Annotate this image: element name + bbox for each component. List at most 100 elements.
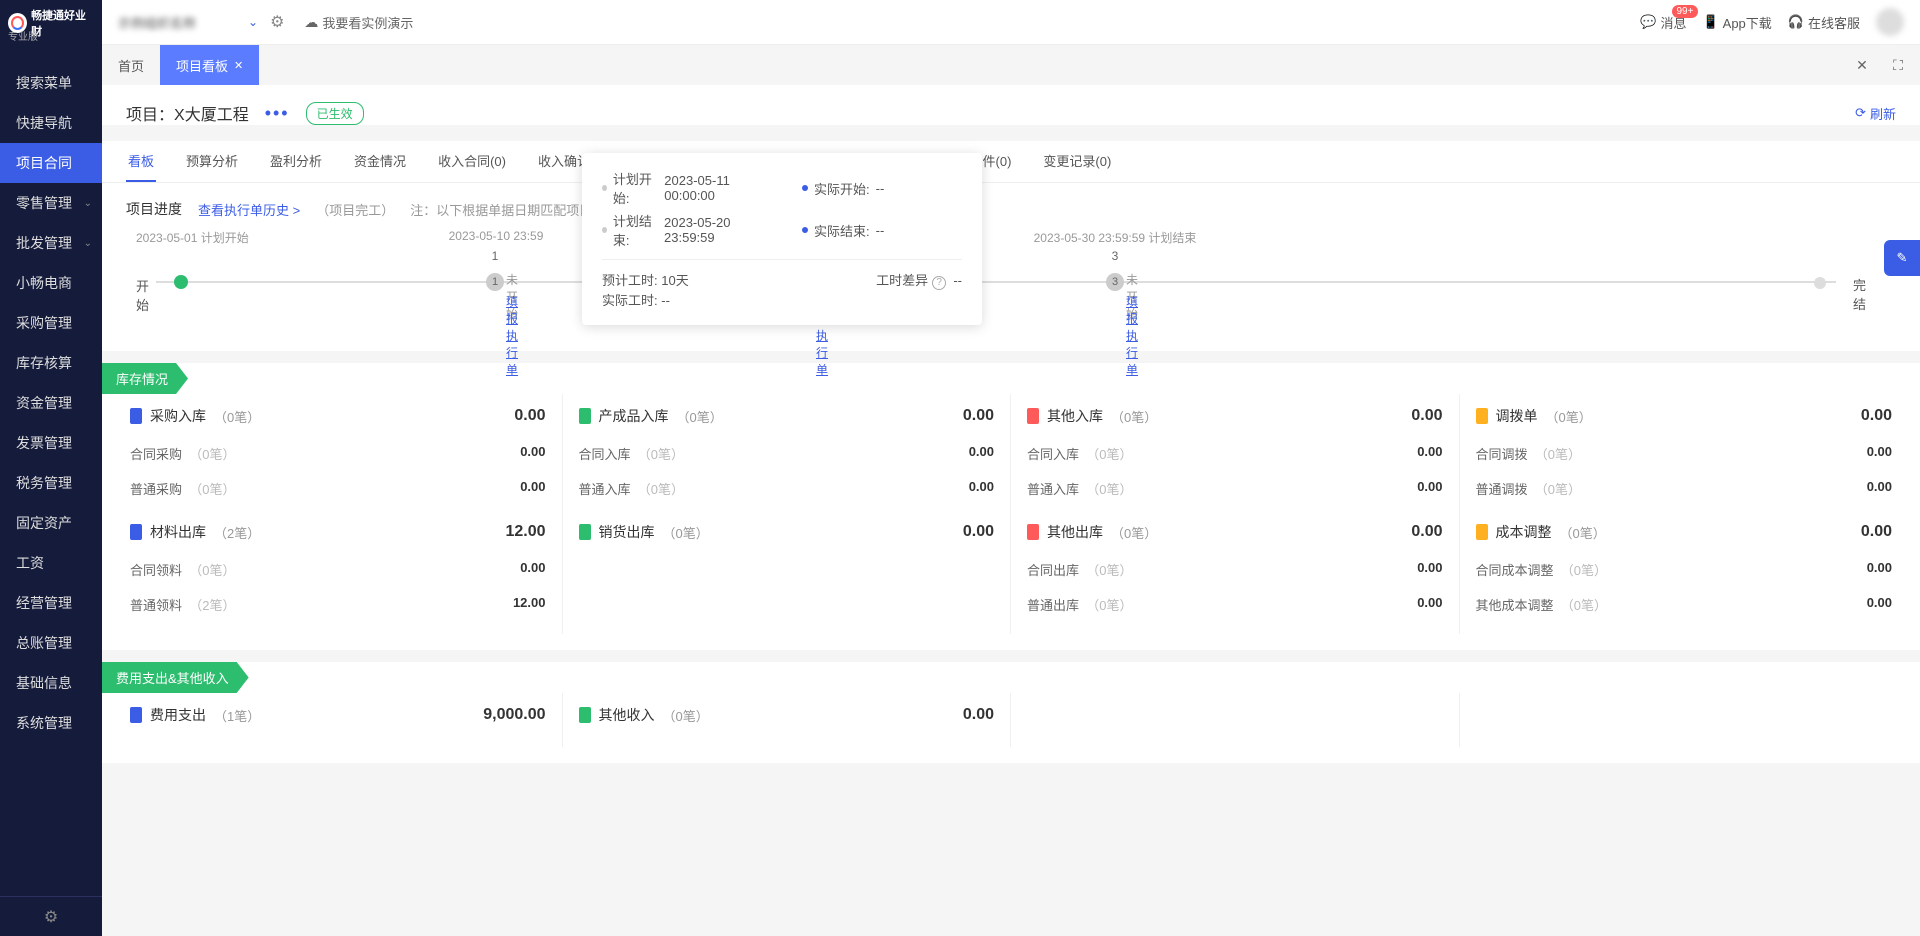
expense-head[interactable]: 费用支出（1笔）9,000.00 bbox=[130, 705, 546, 725]
sidebar-item-3[interactable]: 零售管理⌄ bbox=[0, 183, 102, 223]
doc-icon bbox=[130, 408, 142, 424]
fill-order-link-3[interactable]: 填报执行单 bbox=[1126, 293, 1138, 378]
message-badge: 99+ bbox=[1672, 5, 1699, 18]
inventory-head[interactable]: 材料出库（2笔）12.00 bbox=[130, 522, 546, 542]
sidebar-settings[interactable]: ⚙ bbox=[0, 896, 102, 936]
history-link[interactable]: 查看执行单历史 > bbox=[198, 200, 300, 219]
fullscreen-icon[interactable]: ⛶ bbox=[1884, 51, 1912, 79]
inner-tab-0[interactable]: 看板 bbox=[126, 141, 156, 182]
inventory-subrow[interactable]: 普通入库 （0笔）0.00 bbox=[1027, 471, 1443, 506]
logo-sub: 专业版 bbox=[8, 28, 38, 43]
timeline-node-1: 1 bbox=[486, 273, 504, 291]
support-link[interactable]: 🎧 在线客服 bbox=[1788, 13, 1860, 32]
app-download-link[interactable]: 📱 App下载 bbox=[1702, 13, 1771, 32]
expense-section: 费用支出&其他收入 费用支出（1笔）9,000.00 其他收入（0笔）0.00 bbox=[102, 662, 1920, 763]
sidebar-item-15[interactable]: 基础信息 bbox=[0, 663, 102, 703]
messages-link[interactable]: 💬 消息 99+ bbox=[1640, 13, 1686, 32]
sidebar-item-10[interactable]: 税务管理 bbox=[0, 463, 102, 503]
inventory-head[interactable]: 成本调整（0笔）0.00 bbox=[1476, 522, 1893, 542]
fill-order-link-1[interactable]: 填报执行单 bbox=[506, 293, 518, 378]
sidebar-item-5[interactable]: 小畅电商 bbox=[0, 263, 102, 303]
project-header: 项目：X大厦工程 ••• 已生效 ⟳ 刷新 bbox=[102, 85, 1920, 125]
sidebar-item-11[interactable]: 固定资产 bbox=[0, 503, 102, 543]
inventory-column: 采购入库（0笔）0.00 合同采购 （0笔）0.00普通采购 （0笔）0.00 材料… bbox=[114, 394, 563, 634]
timeline: 2023-05-01 计划开始 开始 2023-05-10 23:59 1 1 … bbox=[126, 239, 1896, 319]
sidebar-item-4[interactable]: 批发管理⌄ bbox=[0, 223, 102, 263]
chevron-down-icon: ⌄ bbox=[84, 238, 92, 249]
inventory-section: 库存情况 采购入库（0笔）0.00 合同采购 （0笔）0.00普通采购 （0笔）0… bbox=[102, 363, 1920, 650]
inventory-head[interactable]: 产成品入库（0笔）0.00 bbox=[579, 406, 995, 426]
inventory-subrow[interactable]: 普通调拨 （0笔）0.00 bbox=[1476, 471, 1893, 506]
progress-tooltip: 计划开始: 2023-05-11 00:00:00 实际开始: -- 计划结束:… bbox=[582, 153, 982, 325]
help-icon[interactable]: ? bbox=[932, 276, 946, 290]
inner-tab-11[interactable]: 变更记录(0) bbox=[1041, 141, 1113, 182]
inner-tab-4[interactable]: 收入合同(0) bbox=[436, 141, 508, 182]
demo-link[interactable]: ☁ 我要看实例演示 bbox=[304, 13, 413, 32]
refresh-icon: ⟳ bbox=[1855, 105, 1866, 121]
inventory-head[interactable]: 其他入库（0笔）0.00 bbox=[1027, 406, 1443, 426]
inventory-subrow[interactable]: 普通出库 （0笔）0.00 bbox=[1027, 587, 1443, 622]
expense-ribbon: 费用支出&其他收入 bbox=[102, 662, 249, 693]
inventory-head[interactable]: 其他出库（0笔）0.00 bbox=[1027, 522, 1443, 542]
inventory-column: 其他入库（0笔）0.00 合同入库 （0笔）0.00普通入库 （0笔）0.00 其他… bbox=[1011, 394, 1460, 634]
feedback-icon: ✎ bbox=[1897, 250, 1908, 266]
inventory-head[interactable]: 调拨单（0笔）0.00 bbox=[1476, 406, 1893, 426]
avatar[interactable] bbox=[1876, 8, 1904, 36]
doc-icon bbox=[579, 524, 591, 540]
sidebar-item-12[interactable]: 工资 bbox=[0, 543, 102, 583]
inventory-column: 产成品入库（0笔）0.00 合同入库 （0笔）0.00普通入库 （0笔）0.00 销… bbox=[563, 394, 1012, 634]
inventory-head[interactable]: 采购入库（0笔）0.00 bbox=[130, 406, 546, 426]
sidebar-item-1[interactable]: 快捷导航 bbox=[0, 103, 102, 143]
tab-home[interactable]: 首页 bbox=[102, 45, 160, 85]
expense-column: 其他收入（0笔）0.00 bbox=[563, 693, 1012, 747]
sidebar-item-8[interactable]: 资金管理 bbox=[0, 383, 102, 423]
inventory-ribbon: 库存情况 bbox=[102, 363, 188, 394]
inventory-subrow[interactable]: 合同入库 （0笔）0.00 bbox=[579, 436, 995, 471]
doc-icon bbox=[1476, 408, 1488, 424]
inner-tab-1[interactable]: 预算分析 bbox=[184, 141, 240, 182]
inventory-subrow[interactable]: 普通采购 （0笔）0.00 bbox=[130, 471, 546, 506]
progress-section: 项目进度 查看执行单历史 > （项目完工） 注：以下根据单据日期匹配项目进度 计… bbox=[102, 183, 1920, 351]
inner-tab-3[interactable]: 资金情况 bbox=[352, 141, 408, 182]
feedback-button[interactable]: ✎ bbox=[1884, 240, 1920, 276]
tab-project-board[interactable]: 项目看板 ✕ bbox=[160, 45, 259, 85]
sidebar-item-6[interactable]: 采购管理 bbox=[0, 303, 102, 343]
doc-icon bbox=[579, 707, 591, 723]
chevron-down-icon[interactable]: ⌄ bbox=[248, 15, 258, 29]
inventory-subrow[interactable]: 普通领料 （2笔）12.00 bbox=[130, 587, 546, 622]
inventory-subrow[interactable]: 合同调拨 （0笔）0.00 bbox=[1476, 436, 1893, 471]
timeline-start-node bbox=[174, 275, 188, 289]
inventory-subrow[interactable]: 合同领料 （0笔）0.00 bbox=[130, 552, 546, 587]
sidebar-item-0[interactable]: 搜索菜单 bbox=[0, 63, 102, 103]
inventory-subrow[interactable]: 其他成本调整 （0笔）0.00 bbox=[1476, 587, 1893, 622]
org-selector[interactable]: 示例组织名称 bbox=[118, 13, 196, 32]
doc-icon bbox=[579, 408, 591, 424]
progress-title: 项目进度 bbox=[126, 199, 182, 219]
settings-icon[interactable]: ⚙ bbox=[270, 12, 284, 32]
sidebar-item-16[interactable]: 系统管理 bbox=[0, 703, 102, 743]
sidebar-item-2[interactable]: 项目合同 bbox=[0, 143, 102, 183]
inventory-subrow[interactable]: 合同采购 （0笔）0.00 bbox=[130, 436, 546, 471]
close-icon[interactable]: ✕ bbox=[234, 59, 243, 72]
phone-icon: 📱 bbox=[1702, 14, 1718, 30]
expense-column: 费用支出（1笔）9,000.00 bbox=[114, 693, 563, 747]
expense-head[interactable]: 其他收入（0笔）0.00 bbox=[579, 705, 995, 725]
topbar: 示例组织名称 ⌄ ⚙ ☁ 我要看实例演示 💬 消息 99+ 📱 App下载 bbox=[102, 0, 1920, 45]
chevron-down-icon: ⌄ bbox=[84, 198, 92, 209]
page-tabs: 首页 项目看板 ✕ ✕ ⛶ bbox=[102, 45, 1920, 85]
inner-tab-2[interactable]: 盈利分析 bbox=[268, 141, 324, 182]
sidebar-item-9[interactable]: 发票管理 bbox=[0, 423, 102, 463]
inventory-subrow[interactable]: 合同成本调整 （0笔）0.00 bbox=[1476, 552, 1893, 587]
sidebar-item-7[interactable]: 库存核算 bbox=[0, 343, 102, 383]
inventory-subrow[interactable]: 合同入库 （0笔）0.00 bbox=[1027, 436, 1443, 471]
sidebar-item-13[interactable]: 经营管理 bbox=[0, 583, 102, 623]
gear-icon: ⚙ bbox=[44, 907, 58, 927]
timeline-node-3: 3 bbox=[1106, 273, 1124, 291]
inventory-head[interactable]: 销货出库（0笔）0.00 bbox=[579, 522, 995, 542]
inventory-subrow[interactable]: 普通入库 （0笔）0.00 bbox=[579, 471, 995, 506]
more-icon[interactable]: ••• bbox=[265, 103, 290, 124]
refresh-button[interactable]: ⟳ 刷新 bbox=[1855, 104, 1896, 123]
close-all-icon[interactable]: ✕ bbox=[1848, 51, 1876, 79]
sidebar-item-14[interactable]: 总账管理 bbox=[0, 623, 102, 663]
inventory-subrow[interactable]: 合同出库 （0笔）0.00 bbox=[1027, 552, 1443, 587]
